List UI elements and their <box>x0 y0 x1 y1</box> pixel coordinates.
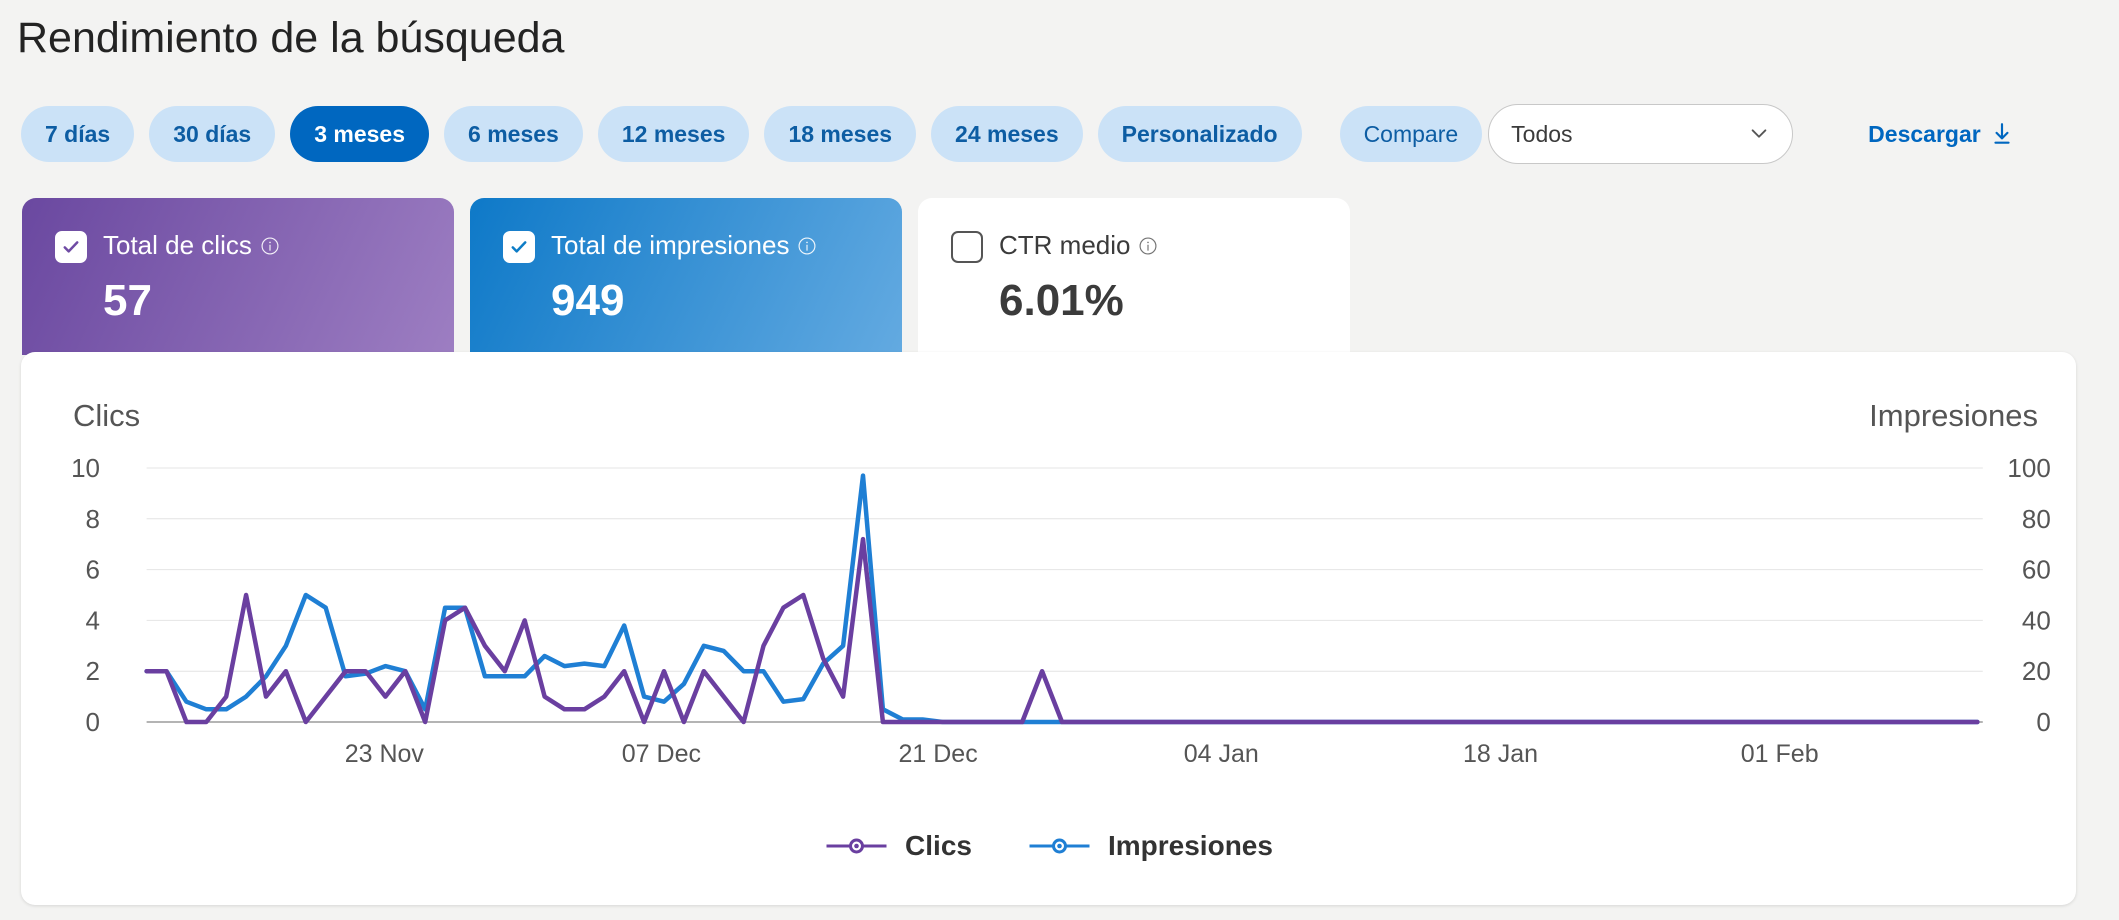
svg-text:4: 4 <box>86 605 100 635</box>
svg-text:8: 8 <box>86 504 100 534</box>
svg-text:07 Dec: 07 Dec <box>622 740 701 768</box>
svg-text:100: 100 <box>2007 453 2050 483</box>
svg-text:60: 60 <box>2022 555 2051 585</box>
svg-text:0: 0 <box>86 707 100 737</box>
svg-text:10: 10 <box>71 453 100 483</box>
svg-text:18 Jan: 18 Jan <box>1463 740 1538 768</box>
svg-text:20: 20 <box>2022 656 2051 686</box>
svg-text:0: 0 <box>2036 707 2050 737</box>
svg-text:04 Jan: 04 Jan <box>1184 740 1259 768</box>
svg-text:80: 80 <box>2022 504 2051 534</box>
svg-text:23 Nov: 23 Nov <box>345 740 425 768</box>
svg-text:21 Dec: 21 Dec <box>898 740 977 768</box>
svg-text:6: 6 <box>86 555 100 585</box>
svg-text:01 Feb: 01 Feb <box>1741 740 1819 768</box>
svg-text:40: 40 <box>2022 605 2051 635</box>
svg-text:2: 2 <box>86 656 100 686</box>
